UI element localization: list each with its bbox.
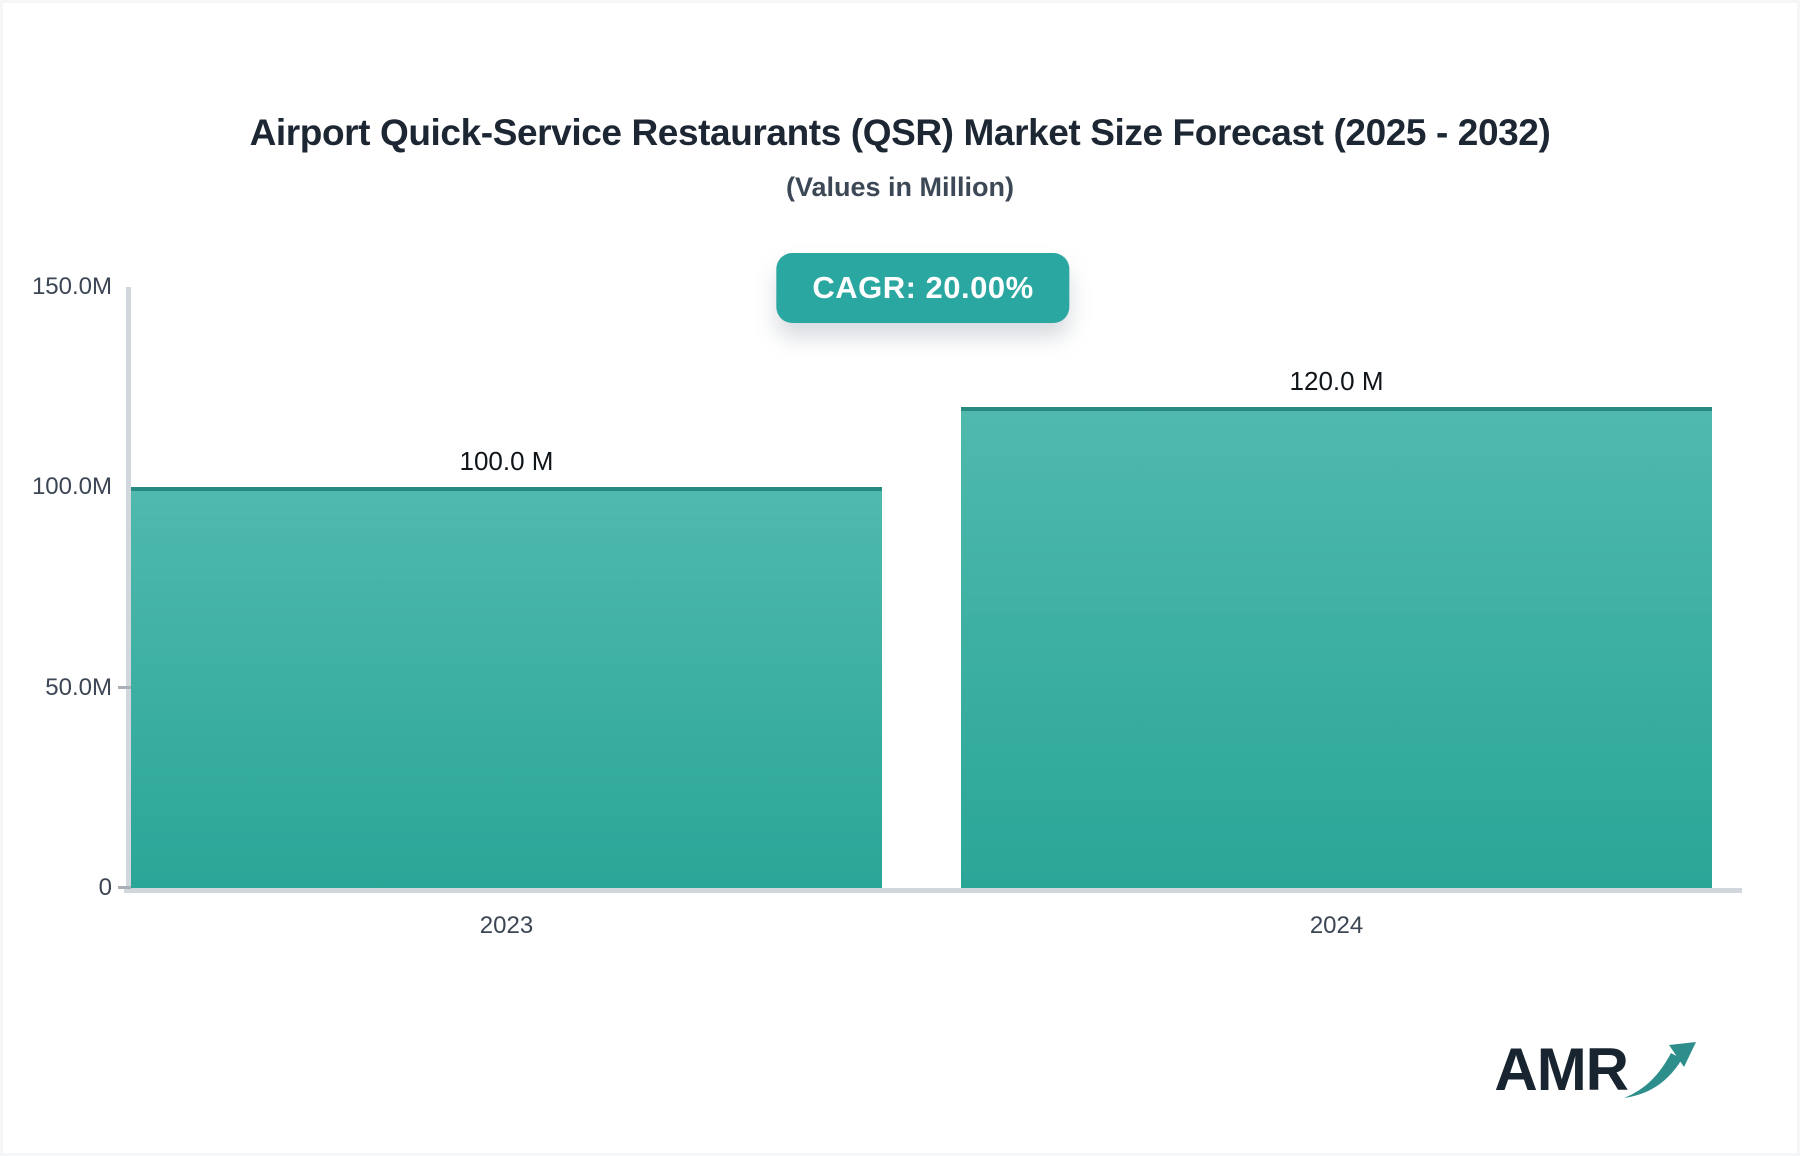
y-tick-mark-0 [118, 886, 131, 889]
y-tick-label-100: 100.0M [31, 473, 112, 501]
cagr-badge: CAGR: 20.00% [776, 253, 1070, 323]
y-tick-label-0: 0 [98, 874, 112, 901]
chart-title: Airport Quick-Service Restaurants (QSR) … [249, 112, 1551, 153]
bar-value-label: 100.0 M [459, 446, 554, 477]
bar-2023 [131, 487, 882, 888]
y-tick-mark-50 [118, 685, 131, 689]
y-tick-label-50: 50.0M [45, 673, 112, 701]
bar-group-2024: 120.0 M 2024 [961, 287, 1712, 939]
amr-logo: AMR [1494, 1034, 1700, 1104]
x-axis-line [124, 888, 1742, 893]
bar-value-label: 120.0 M [1289, 366, 1384, 397]
bar-group-2023: 100.0 M 2023 [131, 287, 882, 939]
bar-2024 [961, 407, 1712, 888]
plot-area: 100.0 M 2023 120.0 M 2024 [124, 287, 1742, 939]
x-tick-label-2023: 2023 [479, 912, 534, 939]
growth-arrow-icon [1624, 1042, 1696, 1098]
y-tick-label-150: 150.0M [31, 273, 112, 300]
y-axis-line [126, 287, 131, 893]
bar-series: 100.0 M 2023 120.0 M 2024 [131, 287, 1742, 939]
logo-text: AMR [1494, 1035, 1629, 1103]
chart-subtitle: (Values in Million) [785, 172, 1015, 202]
x-tick-label-2024: 2024 [1309, 912, 1364, 939]
